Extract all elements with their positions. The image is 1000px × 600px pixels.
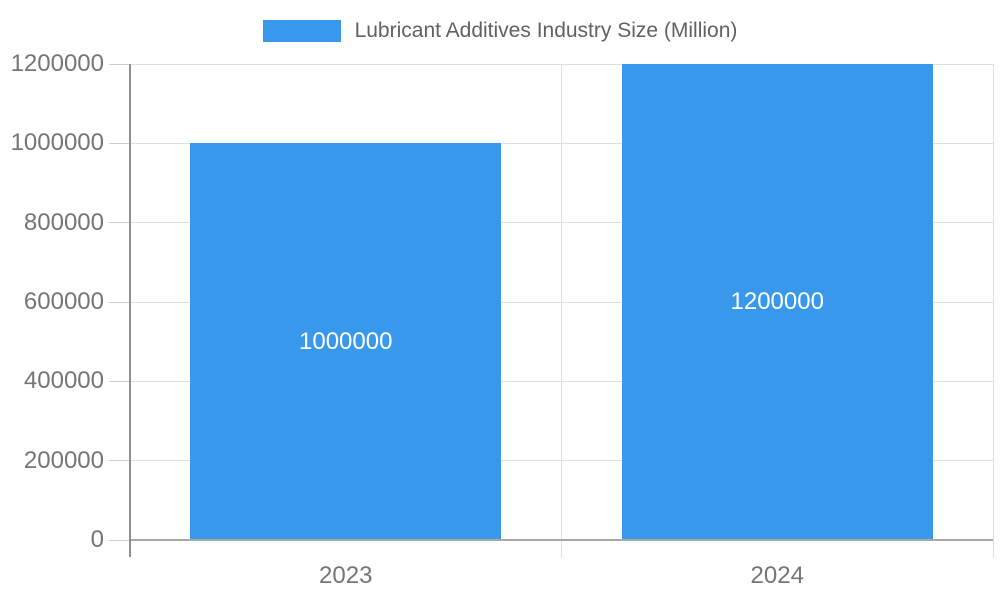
bar-2024: 1200000 xyxy=(621,64,933,540)
plot-area: 1000000 1200000 xyxy=(109,63,994,558)
y-tick-label: 0 xyxy=(90,526,104,553)
x-tick-label: 2024 xyxy=(750,562,804,589)
gridline-vertical xyxy=(992,64,994,558)
legend-swatch xyxy=(262,20,341,42)
y-tick xyxy=(109,460,129,462)
bar-value-label: 1000000 xyxy=(299,327,393,355)
y-tick xyxy=(109,142,129,144)
y-tick-label: 1000000 xyxy=(10,129,104,157)
y-tick-label: 800000 xyxy=(23,208,104,236)
legend: Lubricant Additives Industry Size (Milli… xyxy=(0,18,1000,44)
y-tick xyxy=(109,63,129,65)
y-tick-label: 400000 xyxy=(23,367,104,395)
y-tick xyxy=(109,380,129,382)
y-tick xyxy=(109,539,129,541)
x-axis-line xyxy=(130,539,993,541)
y-tick-label: 1200000 xyxy=(10,50,104,77)
legend-label: Lubricant Additives Industry Size (Milli… xyxy=(354,19,738,42)
y-tick xyxy=(109,222,129,224)
x-tick-label: 2023 xyxy=(319,562,373,589)
y-tick-label: 200000 xyxy=(23,446,104,474)
y-tick xyxy=(109,301,129,303)
bar-2023: 1000000 xyxy=(190,143,502,540)
gridline-vertical xyxy=(561,64,562,558)
bar-value-label: 1200000 xyxy=(730,288,824,315)
y-tick-label: 600000 xyxy=(23,288,104,315)
y-axis-line xyxy=(129,64,131,557)
